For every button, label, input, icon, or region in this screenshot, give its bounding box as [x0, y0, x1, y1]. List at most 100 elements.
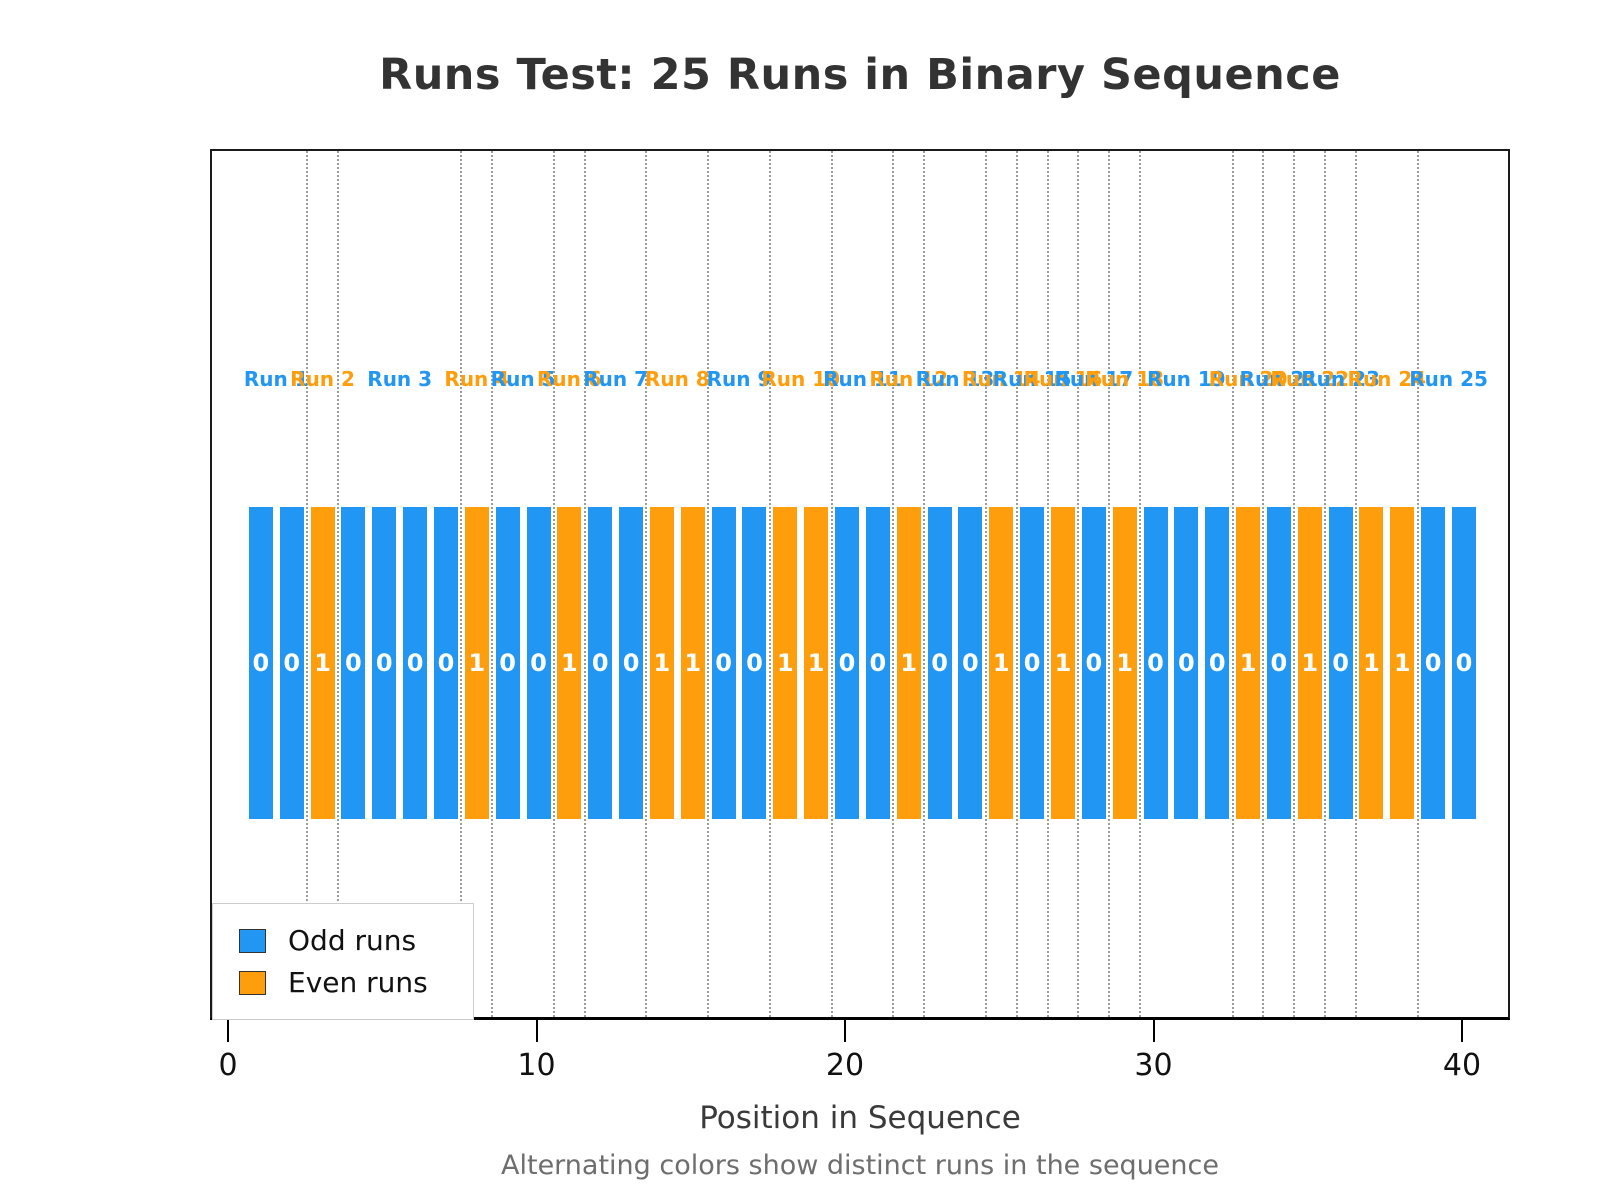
x-tick-label-0: 0 — [218, 1048, 238, 1083]
run-boundary-line-13 — [984, 151, 987, 1017]
sequence-bar-position-18: 1 — [773, 507, 798, 819]
sequence-bar-position-3: 1 — [310, 507, 335, 819]
legend-entry-odd-runs: Odd runs — [239, 924, 473, 957]
x-tick-label-30: 30 — [1134, 1048, 1173, 1083]
legend: Odd runs Even runs — [212, 903, 474, 1020]
run-boundary-line-9 — [768, 151, 771, 1017]
sequence-bar-position-35: 1 — [1297, 507, 1322, 819]
sequence-bar-position-30: 0 — [1143, 507, 1168, 819]
x-tick-label-20: 20 — [825, 1048, 865, 1083]
sequence-bar-position-39: 0 — [1421, 507, 1446, 819]
run-boundary-line-22 — [1324, 151, 1327, 1017]
run-boundary-line-24 — [1416, 151, 1419, 1017]
legend-label-odd: Odd runs — [288, 924, 417, 957]
sequence-bar-position-2: 0 — [279, 507, 304, 819]
sequence-bar-position-4: 0 — [341, 507, 366, 819]
run-boundary-line-18 — [1139, 151, 1142, 1017]
sequence-bar-position-1: 0 — [248, 507, 273, 819]
sequence-bar-position-26: 0 — [1020, 507, 1045, 819]
run-label-3: Run 3 — [367, 367, 433, 391]
run-label-12: Run 12 — [869, 367, 949, 391]
sequence-bar-position-32: 0 — [1205, 507, 1230, 819]
sequence-bar-position-31: 0 — [1174, 507, 1199, 819]
run-boundary-line-2 — [336, 151, 339, 1017]
run-boundary-line-6 — [583, 151, 586, 1017]
sequence-bar-position-29: 1 — [1112, 507, 1137, 819]
run-label-22: Run 22 — [1270, 367, 1350, 391]
run-label-14: Run 14 — [961, 367, 1041, 391]
run-label-21: Run 21 — [1239, 367, 1319, 391]
sequence-bar-position-21: 0 — [865, 507, 890, 819]
run-label-16: Run 16 — [1023, 367, 1103, 391]
run-label-25: Run 25 — [1409, 367, 1488, 391]
run-label-10: Run 10 — [761, 367, 841, 391]
chart-title: Runs Test: 25 Runs in Binary Sequence — [379, 50, 1341, 100]
x-tick-10 — [535, 1020, 538, 1042]
chart-subtitle: Alternating colors show distinct runs in… — [501, 1150, 1219, 1181]
x-tick-0 — [227, 1020, 229, 1042]
run-label-2: Run 2 — [290, 367, 355, 391]
sequence-bar-position-13: 0 — [619, 507, 644, 819]
x-tick-20 — [844, 1020, 846, 1042]
x-tick-label-40: 40 — [1442, 1048, 1482, 1083]
run-boundary-line-21 — [1293, 151, 1296, 1017]
run-label-18: Run 18 — [1085, 367, 1164, 391]
run-boundary-line-17 — [1108, 151, 1111, 1017]
sequence-bar-position-17: 0 — [742, 507, 767, 819]
sequence-bar-position-38: 1 — [1390, 507, 1415, 819]
run-boundary-line-12 — [923, 151, 926, 1017]
sequence-bar-position-23: 0 — [927, 507, 952, 819]
run-boundary-line-7 — [645, 151, 648, 1017]
run-label-17: Run 17 — [1054, 367, 1134, 391]
run-label-19: Run 19 — [1147, 367, 1226, 391]
sequence-bar-position-10: 0 — [526, 507, 551, 819]
run-boundary-line-20 — [1262, 151, 1265, 1017]
sequence-bar-position-33: 1 — [1236, 507, 1261, 819]
odd-runs-swatch-icon — [239, 928, 266, 953]
legend-entry-even-runs: Even runs — [239, 966, 473, 999]
run-boundary-line-11 — [892, 151, 895, 1017]
sequence-bar-position-14: 1 — [649, 507, 674, 819]
sequence-bar-position-11: 1 — [557, 507, 582, 819]
run-boundary-line-1 — [306, 151, 309, 1017]
run-boundary-line-3 — [460, 151, 463, 1017]
sequence-bar-position-16: 0 — [711, 507, 736, 819]
run-label-5: Run 5 — [490, 367, 556, 391]
sequence-bar-position-7: 0 — [433, 507, 458, 819]
sequence-bar-position-9: 0 — [495, 507, 520, 819]
run-boundary-line-19 — [1231, 151, 1234, 1017]
run-boundary-line-5 — [552, 151, 555, 1017]
sequence-bar-position-40: 0 — [1452, 507, 1476, 819]
run-boundary-line-23 — [1355, 151, 1358, 1017]
run-label-8: Run 8 — [644, 367, 710, 391]
sequence-bar-position-8: 1 — [464, 507, 489, 819]
sequence-bar-position-36: 0 — [1328, 507, 1353, 819]
sequence-bar-position-28: 0 — [1081, 507, 1106, 819]
run-boundary-line-16 — [1077, 151, 1080, 1017]
run-label-1: Run 1 — [243, 367, 309, 391]
run-label-4: Run 4 — [444, 367, 510, 391]
run-boundary-line-15 — [1046, 151, 1049, 1017]
sequence-bar-position-37: 1 — [1359, 507, 1384, 819]
sequence-bar-position-19: 1 — [804, 507, 829, 819]
sequence-bar-position-22: 1 — [896, 507, 921, 819]
x-tick-label-10: 10 — [517, 1048, 556, 1083]
run-boundary-line-10 — [830, 151, 833, 1017]
sequence-bar-position-27: 1 — [1050, 507, 1075, 819]
run-label-23: Run 23 — [1301, 367, 1380, 391]
run-boundary-line-14 — [1015, 151, 1018, 1017]
run-label-24: Run 24 — [1347, 367, 1427, 391]
run-label-6: Run 6 — [536, 367, 602, 391]
run-label-13: Run 13 — [915, 367, 995, 391]
sequence-bar-position-24: 0 — [958, 507, 983, 819]
sequence-bar-position-12: 0 — [588, 507, 613, 819]
sequence-bar-position-34: 0 — [1266, 507, 1291, 819]
even-runs-swatch-icon — [239, 970, 266, 995]
sequence-bar-position-6: 0 — [403, 507, 428, 819]
run-label-11: Run 11 — [823, 367, 902, 391]
run-label-7: Run 7 — [583, 367, 649, 391]
run-label-15: Run 15 — [992, 367, 1072, 391]
sequence-bar-position-20: 0 — [835, 507, 859, 819]
